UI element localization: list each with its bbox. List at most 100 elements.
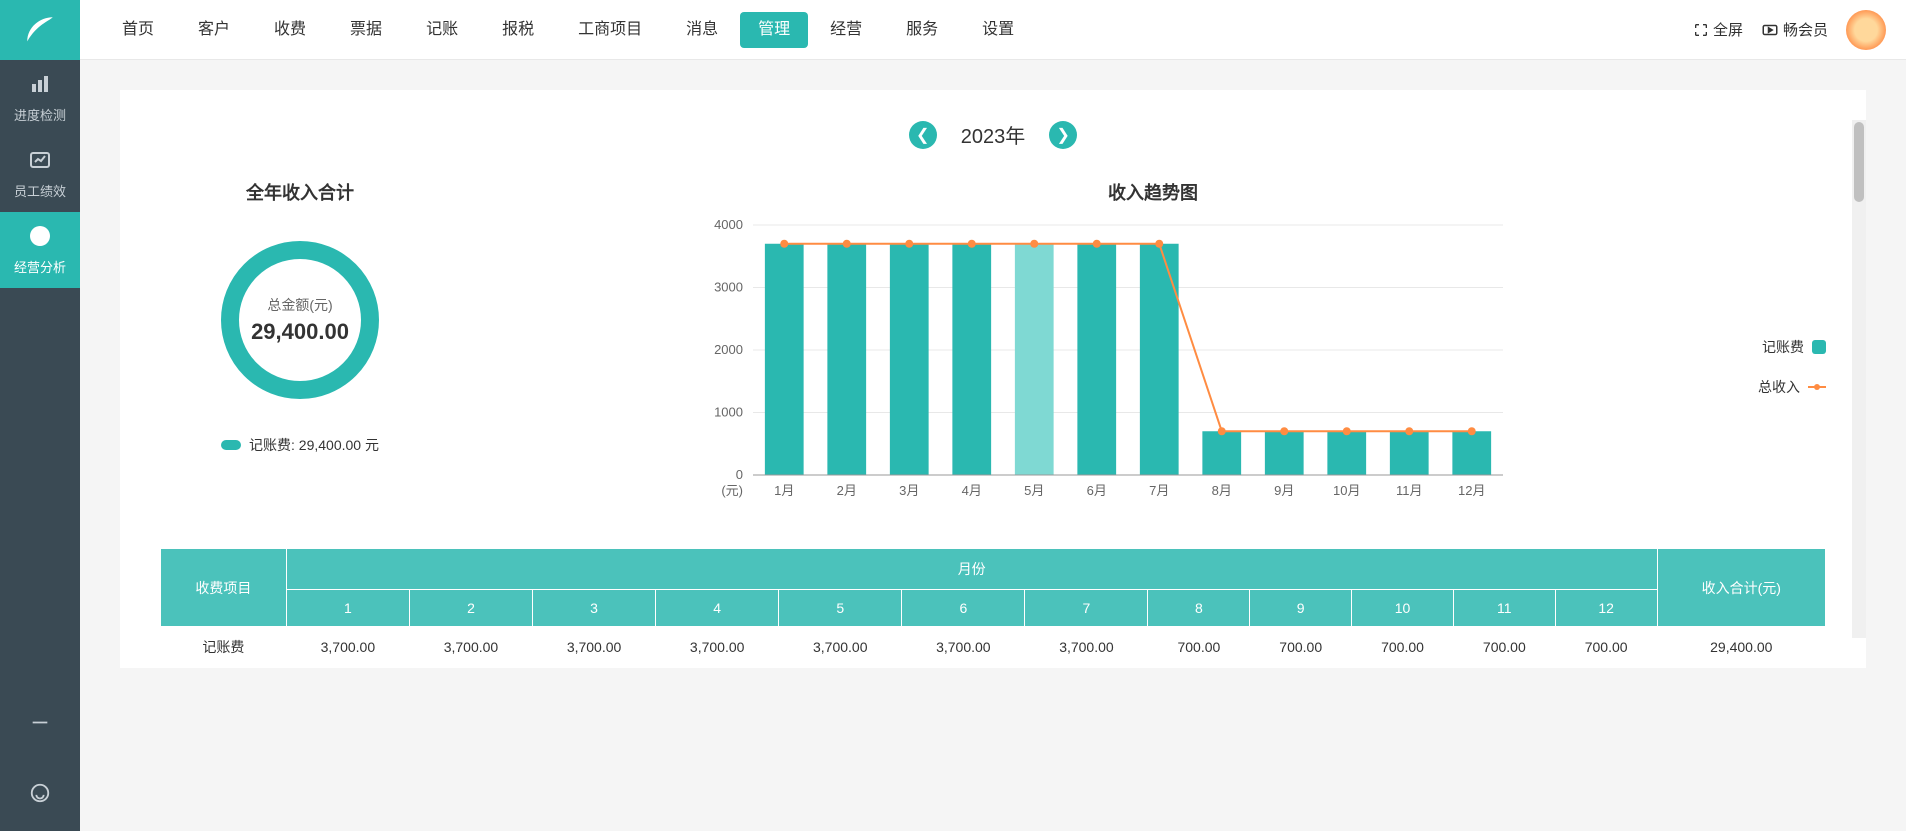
sidebar-item-1[interactable]: 员工绩效	[0, 136, 80, 212]
svg-text:2月: 2月	[837, 483, 857, 498]
point-4[interactable]	[1030, 240, 1038, 248]
bar-5[interactable]	[1077, 244, 1116, 475]
trend-chart: 01000200030004000(元)1月2月3月4月5月6月7月8月9月10…	[480, 215, 1726, 515]
chart-title: 收入趋势图	[480, 179, 1826, 205]
nav-item-2[interactable]: 收费	[252, 0, 328, 60]
svg-text:12月: 12月	[1458, 483, 1485, 498]
point-3[interactable]	[968, 240, 976, 248]
top-nav: 首页客户收费票据记账报税工商项目消息管理经营服务设置 全屏 畅会员	[0, 0, 1906, 60]
sidebar-item-label: 员工绩效	[14, 181, 66, 200]
point-5[interactable]	[1093, 240, 1101, 248]
nav-item-6[interactable]: 工商项目	[556, 0, 664, 60]
svg-text:7月: 7月	[1149, 483, 1169, 498]
cell-0-2: 3,700.00	[533, 627, 656, 668]
pie-icon	[28, 224, 52, 251]
svg-text:8月: 8月	[1212, 483, 1232, 498]
th-total: 收入合计(元)	[1657, 549, 1825, 627]
cell-0-7: 700.00	[1148, 627, 1250, 668]
bar-2[interactable]	[890, 244, 929, 475]
svg-text:9月: 9月	[1274, 483, 1294, 498]
bar-0[interactable]	[765, 244, 804, 475]
th-month-7: 8	[1148, 590, 1250, 627]
scrollbar[interactable]	[1852, 120, 1866, 638]
th-month-5: 6	[902, 590, 1025, 627]
main: 进度检测员工绩效经营分析 ❮ 2023年 ❯ 全年收入合计	[0, 60, 1906, 831]
th-month-0: 1	[286, 590, 409, 627]
svg-text:6月: 6月	[1087, 483, 1107, 498]
bar-9[interactable]	[1327, 431, 1366, 475]
legend-line: 总收入	[1746, 377, 1826, 397]
mascot-icon[interactable]	[1846, 10, 1886, 50]
nav-item-5[interactable]: 报税	[480, 0, 556, 60]
svg-text:1月: 1月	[774, 483, 794, 498]
logo[interactable]	[0, 0, 80, 60]
nav-item-10[interactable]: 服务	[884, 0, 960, 60]
bar-4[interactable]	[1015, 244, 1054, 475]
th-month-11: 12	[1555, 590, 1657, 627]
fullscreen-button[interactable]: 全屏	[1693, 19, 1743, 40]
nav-item-11[interactable]: 设置	[960, 0, 1036, 60]
point-9[interactable]	[1343, 427, 1351, 435]
bar-7[interactable]	[1202, 431, 1241, 475]
point-10[interactable]	[1405, 427, 1413, 435]
point-8[interactable]	[1280, 427, 1288, 435]
sidebar-item-2[interactable]: 经营分析	[0, 212, 80, 288]
fullscreen-label: 全屏	[1713, 19, 1743, 40]
nav-item-0[interactable]: 首页	[100, 0, 176, 60]
svg-text:1000: 1000	[714, 405, 743, 420]
content: ❮ 2023年 ❯ 全年收入合计 总金额(元) 29,400.00	[80, 60, 1906, 831]
cell-0-0: 3,700.00	[286, 627, 409, 668]
sidebar-item-label: 经营分析	[14, 257, 66, 276]
nav-item-7[interactable]: 消息	[664, 0, 740, 60]
year-next-button[interactable]: ❯	[1049, 121, 1077, 149]
point-11[interactable]	[1468, 427, 1476, 435]
th-month-8: 9	[1250, 590, 1352, 627]
sidebar-download[interactable]	[0, 679, 80, 755]
legend-swatch-icon	[221, 440, 241, 450]
point-7[interactable]	[1218, 427, 1226, 435]
cell-0-5: 3,700.00	[902, 627, 1025, 668]
bar-3[interactable]	[952, 244, 991, 475]
member-button[interactable]: 畅会员	[1761, 19, 1828, 40]
cell-0-11: 700.00	[1555, 627, 1657, 668]
th-project: 收费项目	[161, 549, 287, 627]
sidebar: 进度检测员工绩效经营分析	[0, 60, 80, 831]
data-table: 收费项目 月份 收入合计(元) 123456789101112 记账费3,700…	[160, 548, 1826, 668]
chart-legend: 记账费 总收入	[1726, 215, 1826, 518]
row-total: 29,400.00	[1657, 627, 1825, 668]
nav-items: 首页客户收费票据记账报税工商项目消息管理经营服务设置	[80, 0, 1693, 60]
point-6[interactable]	[1155, 240, 1163, 248]
nav-item-3[interactable]: 票据	[328, 0, 404, 60]
svg-text:3月: 3月	[899, 483, 919, 498]
trend-icon	[28, 148, 52, 175]
th-month-2: 3	[533, 590, 656, 627]
legend-line-icon	[1808, 386, 1826, 388]
nav-item-8[interactable]: 管理	[740, 12, 808, 48]
table-row: 记账费3,700.003,700.003,700.003,700.003,700…	[161, 627, 1826, 668]
bar-10[interactable]	[1390, 431, 1429, 475]
nav-item-4[interactable]: 记账	[404, 0, 480, 60]
point-2[interactable]	[905, 240, 913, 248]
sidebar-support[interactable]	[0, 755, 80, 831]
point-1[interactable]	[843, 240, 851, 248]
bar-6[interactable]	[1140, 244, 1179, 475]
th-month-4: 5	[779, 590, 902, 627]
nav-item-1[interactable]: 客户	[176, 0, 252, 60]
nav-right: 全屏 畅会员	[1693, 10, 1906, 50]
bar-11[interactable]	[1452, 431, 1491, 475]
summary-legend-text: 记账费: 29,400.00 元	[249, 435, 379, 455]
sidebar-item-label: 进度检测	[14, 105, 66, 124]
th-month-10: 11	[1453, 590, 1555, 627]
sidebar-item-0[interactable]: 进度检测	[0, 60, 80, 136]
svg-text:2000: 2000	[714, 342, 743, 357]
cell-0-8: 700.00	[1250, 627, 1352, 668]
download-icon	[29, 706, 51, 728]
nav-item-9[interactable]: 经营	[808, 0, 884, 60]
th-months: 月份	[286, 549, 1657, 590]
th-month-3: 4	[656, 590, 779, 627]
point-0[interactable]	[780, 240, 788, 248]
bar-1[interactable]	[827, 244, 866, 475]
bar-8[interactable]	[1265, 431, 1304, 475]
bar-chart-icon	[28, 72, 52, 99]
year-prev-button[interactable]: ❮	[909, 121, 937, 149]
